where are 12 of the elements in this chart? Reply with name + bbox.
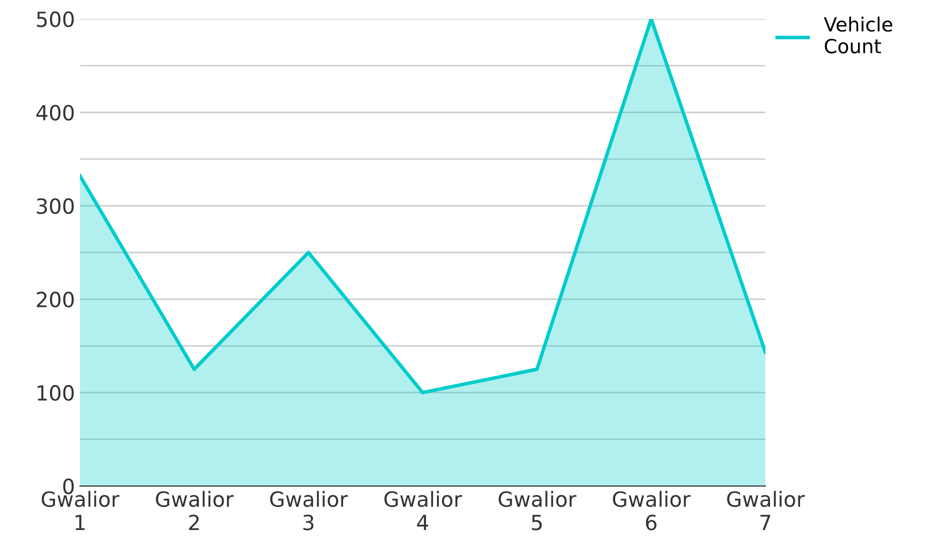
y-tick-label: 200 [36, 292, 74, 308]
x-tick-label: Gwalior 3 [270, 490, 348, 530]
y-tick-label: 300 [36, 198, 74, 214]
y-tick-label: 400 [36, 104, 74, 121]
x-tick-label: Gwalior 4 [384, 490, 462, 530]
x-tick-label: Gwalior 2 [156, 490, 234, 530]
x-tick-label: Gwalior 6 [612, 490, 691, 530]
y-tick-label: 500 [36, 11, 74, 28]
x-tick-label: Gwalior 5 [498, 490, 576, 530]
legend-label: Vehicle Count [824, 16, 892, 54]
x-tick-label: Gwalior 7 [727, 490, 805, 530]
y-tick-label: 100 [38, 385, 74, 401]
